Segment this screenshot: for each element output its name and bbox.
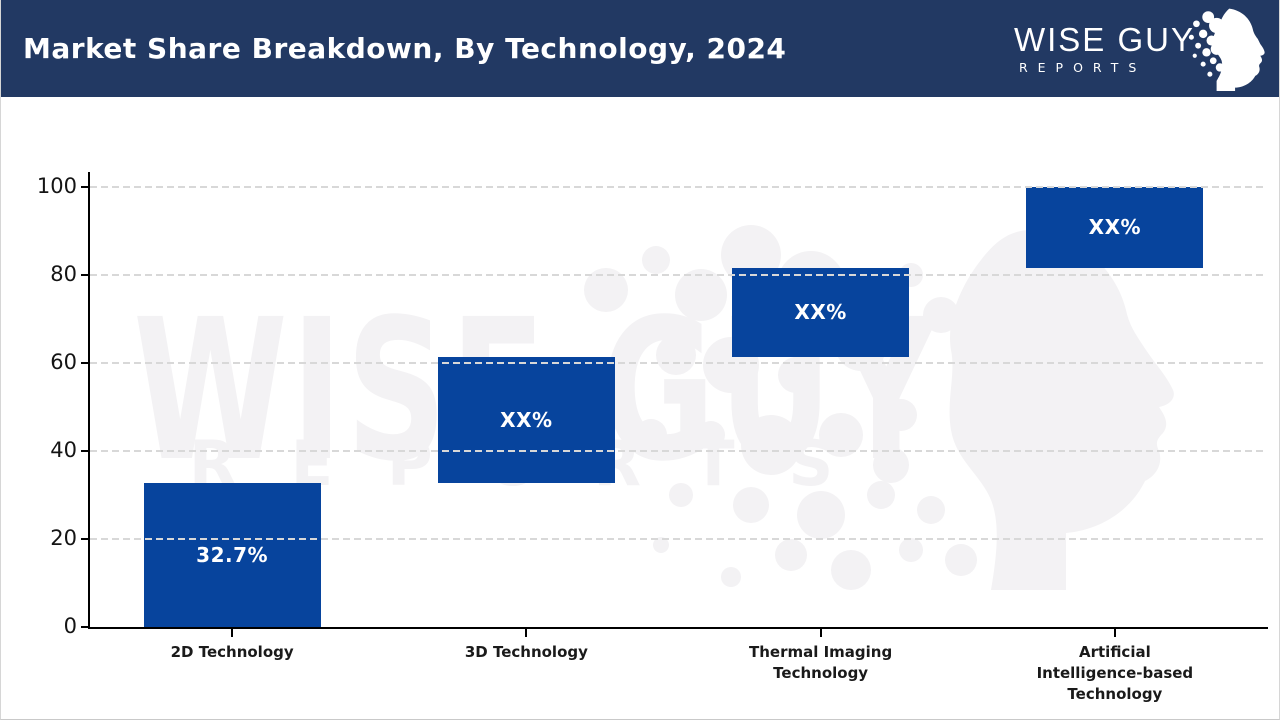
bar-segment: XX% <box>732 267 910 358</box>
gridline-80 <box>90 274 1266 276</box>
gridline-100 <box>90 186 1266 188</box>
logo-text: WISE GUY REPORTS <box>1014 23 1195 75</box>
header-bar: Market Share Breakdown, By Technology, 2… <box>1 0 1279 97</box>
x-tick-3 <box>1113 629 1116 637</box>
bar-value-label: XX% <box>500 408 553 433</box>
x-category-label: 3D Technology <box>464 643 588 661</box>
x-category-label: 2D Technology <box>170 643 294 661</box>
x-axis-line <box>88 627 1268 629</box>
logo-wordmark: WISE GUY <box>1013 20 1195 58</box>
y-tick-label-40: 40 <box>50 438 77 462</box>
y-tick-label-0: 0 <box>63 614 77 638</box>
y-tick-60 <box>81 362 89 364</box>
y-tick-label-80: 80 <box>50 262 77 286</box>
gridline-60 <box>90 362 1266 364</box>
bar-segment: 32.7% <box>143 483 321 627</box>
bar-value-label: 32.7% <box>196 543 269 568</box>
y-tick-label-100: 100 <box>36 174 77 198</box>
page-title: Market Share Breakdown, By Technology, 2… <box>23 32 787 65</box>
logo-subtitle: REPORTS <box>1018 59 1147 75</box>
y-tick-100 <box>81 186 89 188</box>
gridline-40 <box>90 450 1266 452</box>
gridline-20 <box>90 538 1266 540</box>
bar-value-label: XX% <box>794 300 847 325</box>
y-tick-20 <box>81 538 89 540</box>
logo-head-icon <box>1188 8 1265 91</box>
bar-segment: XX% <box>1026 187 1204 268</box>
bar-value-label: XX% <box>1088 215 1142 240</box>
logo: WISE GUY REPORTS <box>1014 5 1267 93</box>
y-tick-label-60: 60 <box>50 350 77 374</box>
bar-segment: XX% <box>437 357 615 484</box>
x-tick-0 <box>231 629 234 637</box>
y-tick-label-20: 20 <box>50 526 77 550</box>
x-category-label: Artificial Intelligence-based Technology <box>1036 643 1194 703</box>
y-tick-80 <box>81 274 89 276</box>
y-tick-0 <box>81 626 89 628</box>
y-axis-line <box>88 172 90 629</box>
x-tick-2 <box>819 629 822 637</box>
x-category-label: Thermal Imaging Technology <box>749 643 893 682</box>
x-tick-1 <box>525 629 528 637</box>
y-tick-40 <box>81 450 89 452</box>
